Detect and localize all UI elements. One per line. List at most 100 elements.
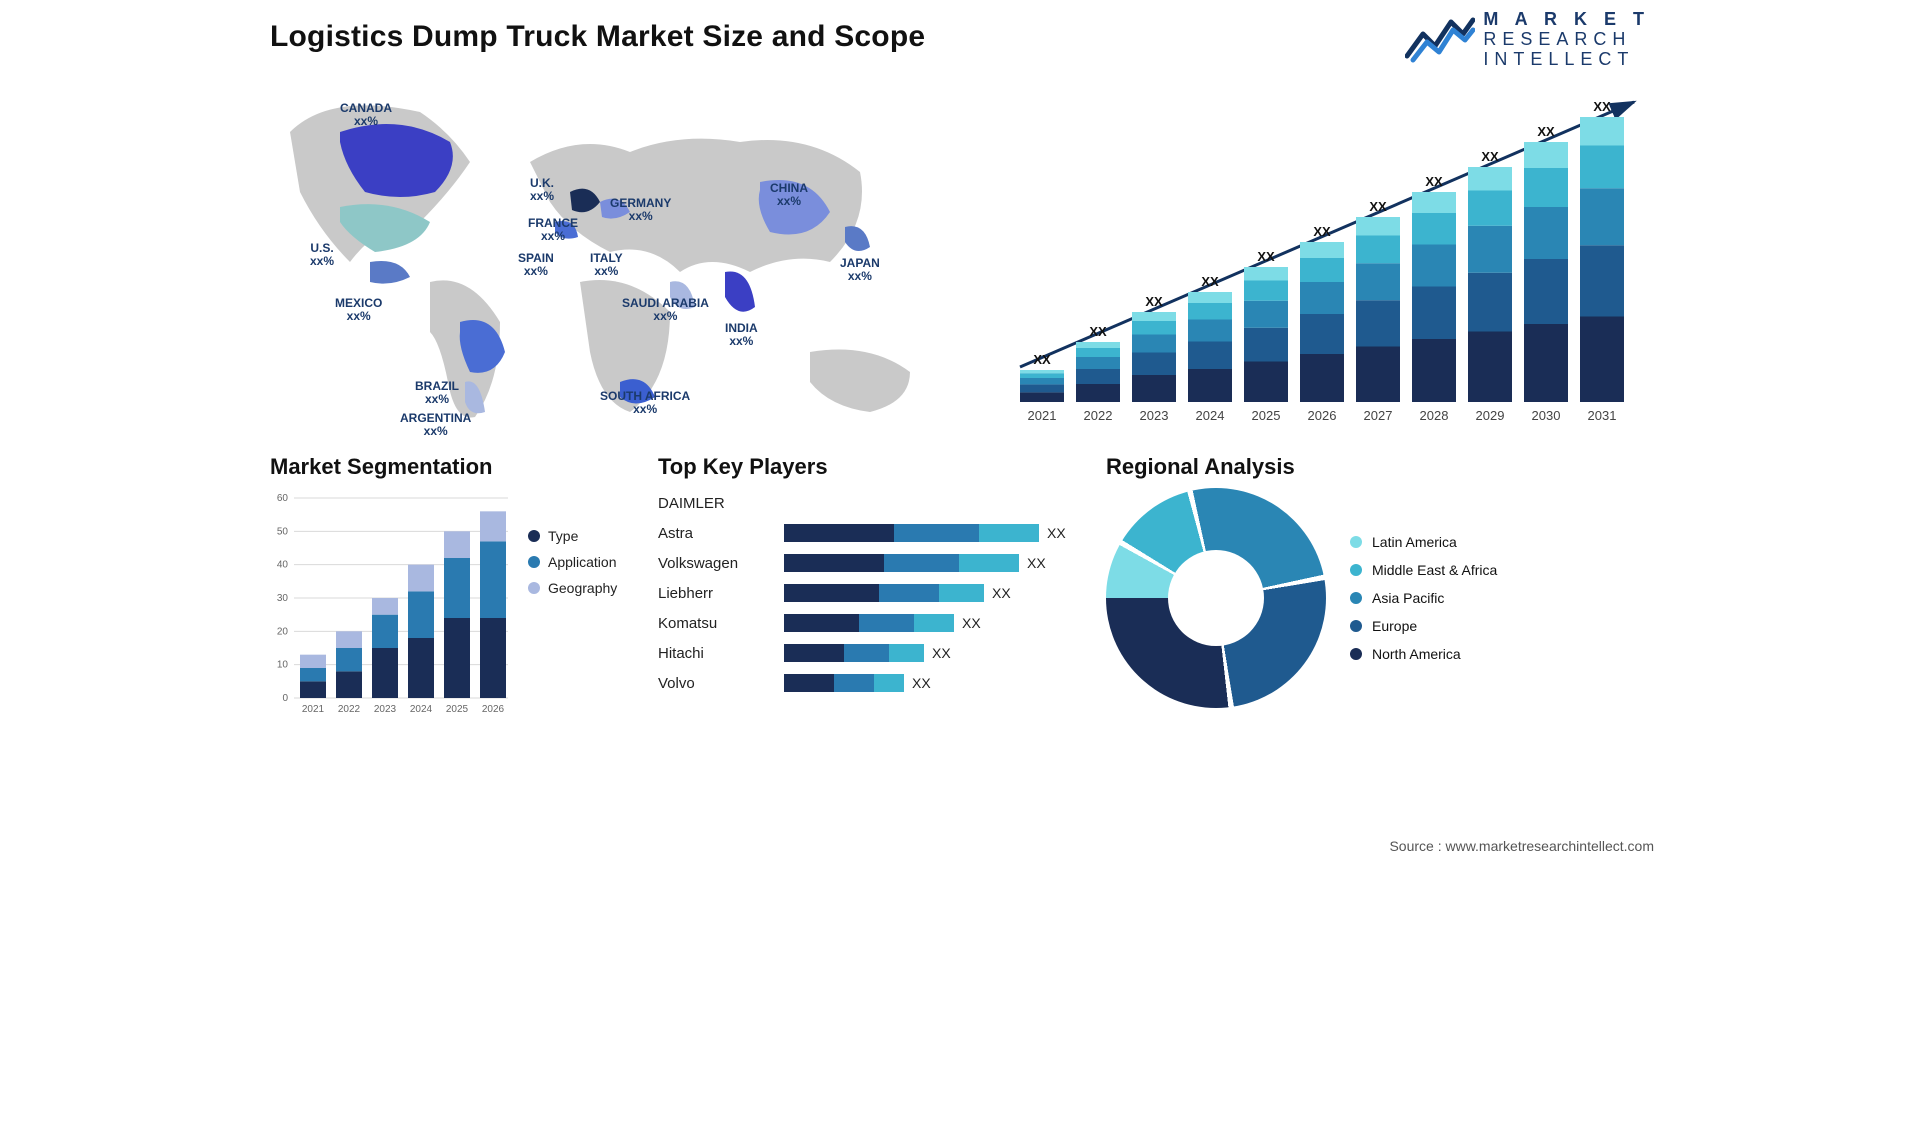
map-label: SPAINxx% — [518, 252, 554, 277]
regional-donut — [1106, 488, 1326, 708]
legend-label: North America — [1372, 646, 1461, 662]
logo-mark-icon — [1405, 16, 1475, 64]
svg-text:30: 30 — [277, 593, 289, 604]
forecast-bar-segment — [1244, 281, 1288, 301]
row-bottom: Market Segmentation 01020304050602021202… — [270, 454, 1650, 718]
forecast-bar-segment — [1468, 191, 1512, 226]
regional-panel: Regional Analysis Latin America Middle Ea… — [1106, 454, 1650, 718]
forecast-year-label: 2029 — [1476, 408, 1505, 422]
player-value-label: XX — [912, 675, 931, 691]
map-label: FRANCExx% — [528, 217, 578, 242]
forecast-bar-value: XX — [1425, 174, 1443, 189]
segmentation-bar-segment — [336, 671, 362, 698]
player-bar-segment — [784, 524, 894, 542]
forecast-bar-segment — [1244, 328, 1288, 362]
forecast-year-label: 2025 — [1252, 408, 1281, 422]
forecast-bar-segment — [1244, 301, 1288, 328]
segmentation-bar-segment — [300, 668, 326, 681]
legend-label: Middle East & Africa — [1372, 562, 1497, 578]
segmentation-bar-segment — [300, 655, 326, 668]
player-bar-segment — [959, 554, 1019, 572]
forecast-bar-value: XX — [1593, 99, 1611, 114]
forecast-year-label: 2031 — [1588, 408, 1617, 422]
forecast-bar-segment — [1020, 370, 1064, 373]
segmentation-legend-item: Type — [528, 528, 617, 544]
regional-body: Latin America Middle East & Africa Asia Pa… — [1106, 488, 1650, 708]
segmentation-chart: 0102030405060202120222023202420252026 — [270, 488, 510, 718]
forecast-bar-segment — [1580, 245, 1624, 316]
svg-text:0: 0 — [282, 693, 288, 704]
legend-dot-icon — [1350, 536, 1362, 548]
segmentation-bar-segment — [372, 615, 398, 648]
legend-dot-icon — [1350, 564, 1362, 576]
player-value-label: XX — [1027, 555, 1046, 571]
regional-title: Regional Analysis — [1106, 454, 1650, 480]
forecast-year-label: 2024 — [1196, 408, 1225, 422]
map-label: U.S.xx% — [310, 242, 334, 267]
legend-dot-icon — [528, 556, 540, 568]
map-label: CHINAxx% — [770, 182, 808, 207]
forecast-bar-segment — [1020, 392, 1064, 402]
segmentation-bar-segment — [480, 511, 506, 541]
world-map: CANADAxx%U.S.xx%MEXICOxx%BRAZILxx%ARGENT… — [270, 72, 950, 432]
svg-text:10: 10 — [277, 660, 289, 671]
player-name: DAIMLER — [658, 488, 768, 518]
forecast-bar-segment — [1356, 236, 1400, 264]
forecast-bar-segment — [1524, 259, 1568, 324]
forecast-bar-segment — [1076, 384, 1120, 402]
player-bar-segment — [914, 614, 954, 632]
forecast-bar-segment — [1188, 320, 1232, 342]
map-label: SAUDI ARABIAxx% — [622, 297, 709, 322]
forecast-bar-segment — [1132, 335, 1176, 353]
segmentation-bar-segment — [408, 565, 434, 592]
forecast-year-label: 2026 — [1308, 408, 1337, 422]
forecast-bar-segment — [1300, 258, 1344, 282]
legend-label: Asia Pacific — [1372, 590, 1444, 606]
map-label: CANADAxx% — [340, 102, 392, 127]
forecast-bar-segment — [1356, 263, 1400, 300]
forecast-bar-segment — [1132, 321, 1176, 335]
segmentation-bar-segment — [408, 638, 434, 698]
forecast-year-label: 2027 — [1364, 408, 1393, 422]
player-name: Hitachi — [658, 638, 768, 668]
player-bar-row: XX — [784, 638, 1078, 668]
main-forecast-chart: XX2021XX2022XX2023XX2024XX2025XX2026XX20… — [990, 72, 1650, 432]
legend-dot-icon — [1350, 620, 1362, 632]
forecast-year-label: 2022 — [1084, 408, 1113, 422]
player-name: Astra — [658, 518, 768, 548]
forecast-bar-segment — [1412, 339, 1456, 402]
forecast-bar-segment — [1020, 384, 1064, 392]
forecast-bar-value: XX — [1313, 224, 1331, 239]
map-label: ITALYxx% — [590, 252, 623, 277]
player-bar — [784, 584, 984, 602]
forecast-year-label: 2023 — [1140, 408, 1169, 422]
segmentation-body: 0102030405060202120222023202420252026 Ty… — [270, 488, 630, 718]
player-bar-segment — [874, 674, 904, 692]
player-bar-segment — [889, 644, 924, 662]
player-bar-row: XX — [784, 548, 1078, 578]
main-chart-svg: XX2021XX2022XX2023XX2024XX2025XX2026XX20… — [990, 72, 1650, 422]
forecast-bar-segment — [1244, 362, 1288, 403]
forecast-bar-segment — [1524, 142, 1568, 168]
segmentation-legend-item: Geography — [528, 580, 617, 596]
player-bar-segment — [859, 614, 914, 632]
players-body: DAIMLERAstraVolkswagenLiebherrKomatsuHit… — [658, 488, 1078, 698]
player-bar-segment — [879, 584, 939, 602]
segmentation-bar-segment — [444, 558, 470, 618]
segmentation-year-label: 2022 — [338, 704, 361, 715]
forecast-bar-value: XX — [1481, 149, 1499, 164]
map-label: GERMANYxx% — [610, 197, 671, 222]
player-bar-segment — [939, 584, 984, 602]
forecast-bar-value: XX — [1537, 124, 1555, 139]
forecast-bar-segment — [1468, 332, 1512, 403]
forecast-bar-segment — [1524, 168, 1568, 207]
forecast-bar-segment — [1076, 369, 1120, 384]
player-bar-row: XX — [784, 608, 1078, 638]
segmentation-bar-segment — [336, 631, 362, 648]
forecast-bar-segment — [1580, 317, 1624, 403]
players-names: DAIMLERAstraVolkswagenLiebherrKomatsuHit… — [658, 488, 768, 698]
player-value-label: XX — [992, 585, 1011, 601]
map-label: JAPANxx% — [840, 257, 880, 282]
segmentation-legend-item: Application — [528, 554, 617, 570]
legend-label: Latin America — [1372, 534, 1457, 550]
